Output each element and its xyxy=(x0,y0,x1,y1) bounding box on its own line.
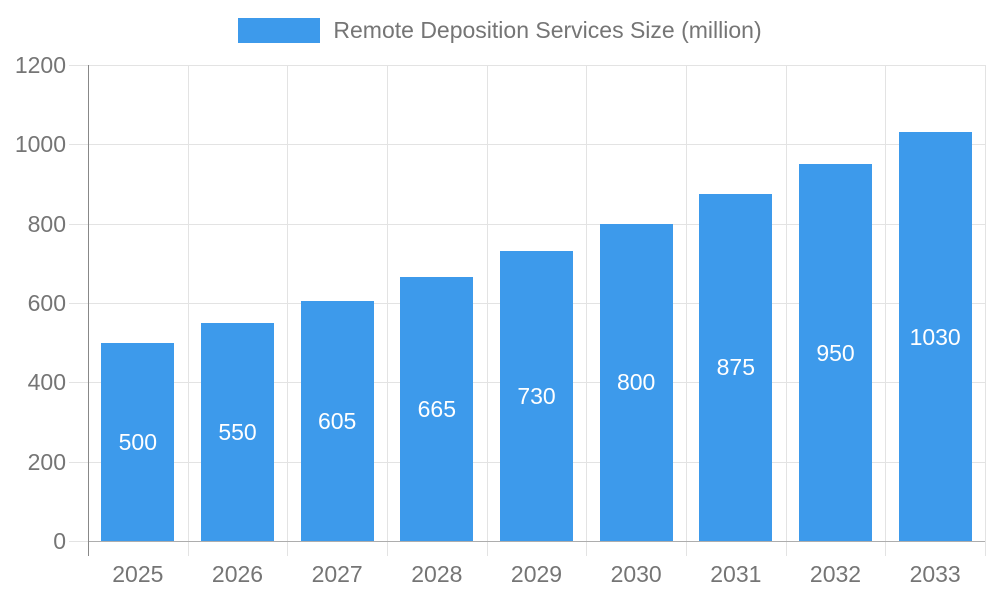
x-gridline xyxy=(486,65,488,541)
x-gridline xyxy=(885,65,887,541)
x-axis-tick-label: 2026 xyxy=(211,561,264,587)
x-gridline xyxy=(287,65,289,541)
x-axis-tick-label: 2031 xyxy=(710,561,762,587)
x-axis-tick xyxy=(387,541,388,556)
x-axis-tick xyxy=(686,541,687,556)
y-axis-line xyxy=(88,65,89,556)
y-axis-tick-label: 1200 xyxy=(14,52,66,78)
chart-legend[interactable]: Remote Deposition Services Size (million… xyxy=(0,18,1000,43)
x-axis-tick xyxy=(885,541,887,556)
x-axis-tick xyxy=(187,541,189,556)
x-axis-tick xyxy=(287,541,289,556)
y-axis-tick-label: 400 xyxy=(27,369,66,396)
bar-2030[interactable] xyxy=(599,223,673,541)
x-axis-tick-label: 2033 xyxy=(909,561,961,587)
bar-2028[interactable] xyxy=(400,277,474,541)
x-axis-tick-label: 2032 xyxy=(809,561,862,587)
y-axis-tick-label: 800 xyxy=(27,210,66,237)
y-gridline xyxy=(69,144,985,146)
y-gridline xyxy=(69,65,985,66)
x-axis-line xyxy=(88,541,985,542)
y-axis-tick-label: 1000 xyxy=(14,131,66,158)
x-axis-tick-label: 2027 xyxy=(311,561,363,587)
y-axis-tick-label: 0 xyxy=(53,528,66,554)
x-gridline xyxy=(387,65,388,541)
bar-2027[interactable] xyxy=(300,301,374,541)
legend-label: Remote Deposition Services Size (million… xyxy=(333,17,762,43)
x-axis-tick xyxy=(785,541,787,556)
y-axis-tick-label: 200 xyxy=(27,448,66,475)
legend-swatch-icon xyxy=(238,18,321,43)
bar-2026[interactable] xyxy=(201,322,274,541)
y-axis-tick-label: 600 xyxy=(27,290,66,316)
x-gridline xyxy=(187,65,189,541)
x-gridline xyxy=(985,65,986,541)
bar-2025[interactable] xyxy=(101,342,175,541)
x-gridline xyxy=(686,65,687,541)
bar-2029[interactable] xyxy=(500,251,573,541)
x-axis-tick xyxy=(88,541,89,556)
x-axis-tick xyxy=(586,541,588,556)
y-gridline xyxy=(69,541,985,542)
x-axis-tick-label: 2025 xyxy=(112,561,164,587)
bar-2032[interactable] xyxy=(799,164,872,541)
x-axis-tick-label: 2030 xyxy=(610,561,662,587)
x-axis-tick-label: 2028 xyxy=(411,561,463,587)
bar-2031[interactable] xyxy=(699,193,773,541)
x-gridline xyxy=(586,65,588,541)
x-axis-tick-label: 2029 xyxy=(510,561,563,587)
plot-area: 0 200 400 600 800 1000 1200 500 2025 550 2026 605 20… xyxy=(15,52,986,587)
bar-2033[interactable] xyxy=(898,132,972,541)
x-axis-tick xyxy=(486,541,488,556)
x-axis-tick xyxy=(985,541,986,556)
x-gridline xyxy=(785,65,787,541)
